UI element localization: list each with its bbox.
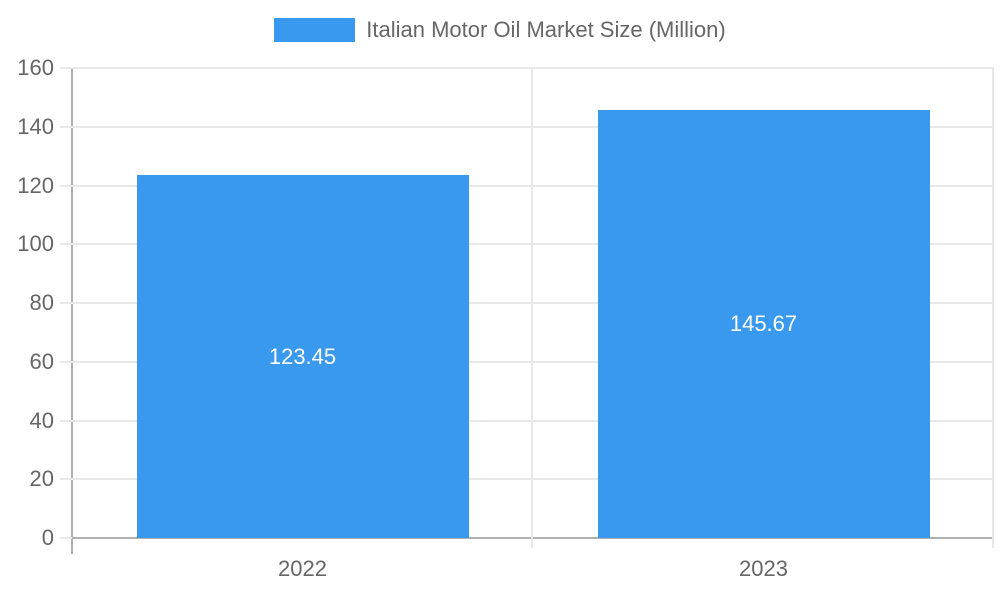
y-tick-120 [60,184,72,187]
legend-swatch [274,18,356,42]
plot-area: 123.45 145.67 [72,67,994,548]
gridline-y-120 [72,184,994,187]
gridline-y-20 [72,478,994,481]
gridline-y-60 [72,360,994,363]
gridline-y-80 [72,302,994,304]
y-tick-label: 60 [29,348,54,374]
y-tick-label: 120 [17,172,54,198]
gridline-y-40 [72,419,994,422]
bar-2023 [597,110,930,538]
y-axis-line [71,68,73,554]
y-tick-label: 160 [17,55,54,80]
category-separator [531,68,533,548]
y-tick-80 [60,302,72,304]
legend: Italian Motor Oil Market Size (Million) [0,17,1000,43]
gridline-y-100 [72,243,994,246]
x-axis-label-2022: 2022 [278,556,327,581]
y-tick-label: 100 [17,231,54,257]
bar-value-label: 123.45 [268,343,337,369]
y-tick-140 [60,125,72,128]
y-tick-label: 40 [29,407,54,433]
y-tick-40 [60,419,72,422]
category-separator [992,68,994,548]
y-tick-label: 80 [29,290,54,315]
y-tick-label: 140 [17,113,54,139]
legend-label: Italian Motor Oil Market Size (Million) [366,17,726,42]
bar-value-label: 145.67 [729,311,798,336]
x-axis-label-2023: 2023 [739,556,788,581]
y-tick-160 [60,67,72,69]
y-tick-0 [60,537,72,539]
x-axis-line [72,537,994,539]
bar-2022 [136,175,469,538]
y-tick-60 [60,360,72,363]
y-tick-20 [60,478,72,481]
y-tick-label: 20 [29,466,54,492]
gridline-y-140 [72,125,994,128]
y-tick-100 [60,243,72,246]
gridline-y-160 [72,67,994,69]
y-tick-label: 0 [41,525,54,550]
